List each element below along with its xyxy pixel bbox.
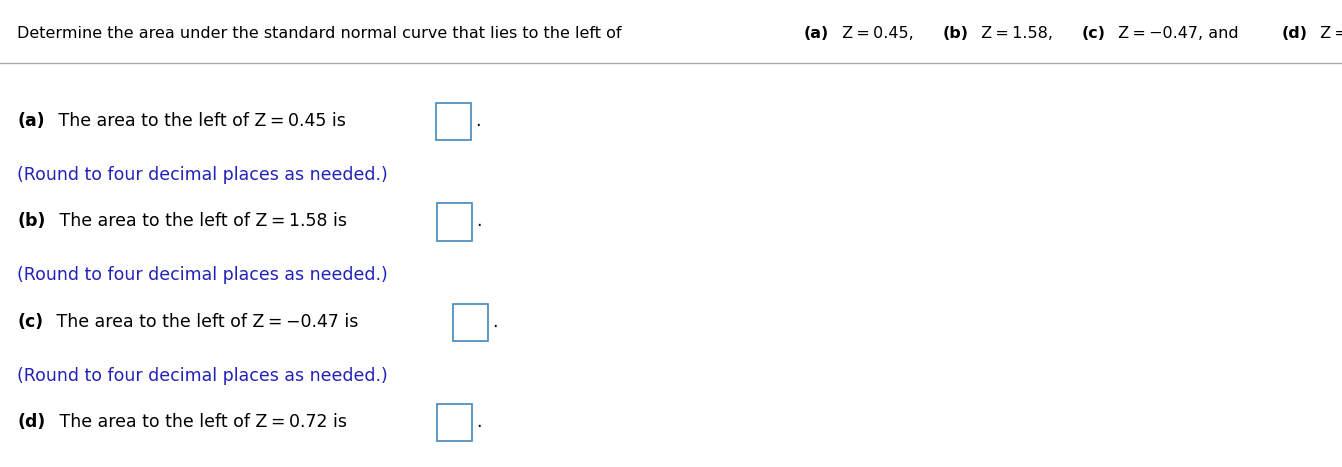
FancyBboxPatch shape [436, 103, 471, 140]
FancyBboxPatch shape [454, 304, 488, 341]
Text: (d): (d) [17, 413, 46, 432]
Text: Z = −0.47, and: Z = −0.47, and [1113, 26, 1244, 41]
Text: The area to the left of Z = 0.72 is: The area to the left of Z = 0.72 is [54, 413, 346, 432]
Text: (d): (d) [1282, 26, 1307, 41]
Text: (a): (a) [17, 112, 46, 130]
Text: Z = 0.72.: Z = 0.72. [1315, 26, 1342, 41]
Text: Z = 1.58,: Z = 1.58, [976, 26, 1057, 41]
Text: (c): (c) [1082, 26, 1106, 41]
Text: .: . [476, 413, 482, 432]
Text: .: . [476, 212, 482, 231]
Text: The area to the left of Z = −0.47 is: The area to the left of Z = −0.47 is [51, 313, 358, 331]
Text: The area to the left of Z = 0.45 is: The area to the left of Z = 0.45 is [54, 112, 346, 130]
Text: (Round to four decimal places as needed.): (Round to four decimal places as needed.… [17, 266, 388, 284]
Text: (b): (b) [942, 26, 969, 41]
Text: Determine the area under the standard normal curve that lies to the left of: Determine the area under the standard no… [17, 26, 627, 41]
Text: (b): (b) [17, 212, 46, 231]
Text: (Round to four decimal places as needed.): (Round to four decimal places as needed.… [17, 367, 388, 385]
Text: (Round to four decimal places as needed.): (Round to four decimal places as needed.… [17, 166, 388, 184]
Text: (a): (a) [804, 26, 829, 41]
Text: Z = 0.45,: Z = 0.45, [836, 26, 918, 41]
FancyBboxPatch shape [437, 404, 472, 441]
Text: (c): (c) [17, 313, 43, 331]
FancyBboxPatch shape [437, 203, 472, 241]
Text: .: . [475, 112, 480, 130]
Text: The area to the left of Z = 1.58 is: The area to the left of Z = 1.58 is [54, 212, 348, 231]
Text: .: . [493, 313, 498, 331]
